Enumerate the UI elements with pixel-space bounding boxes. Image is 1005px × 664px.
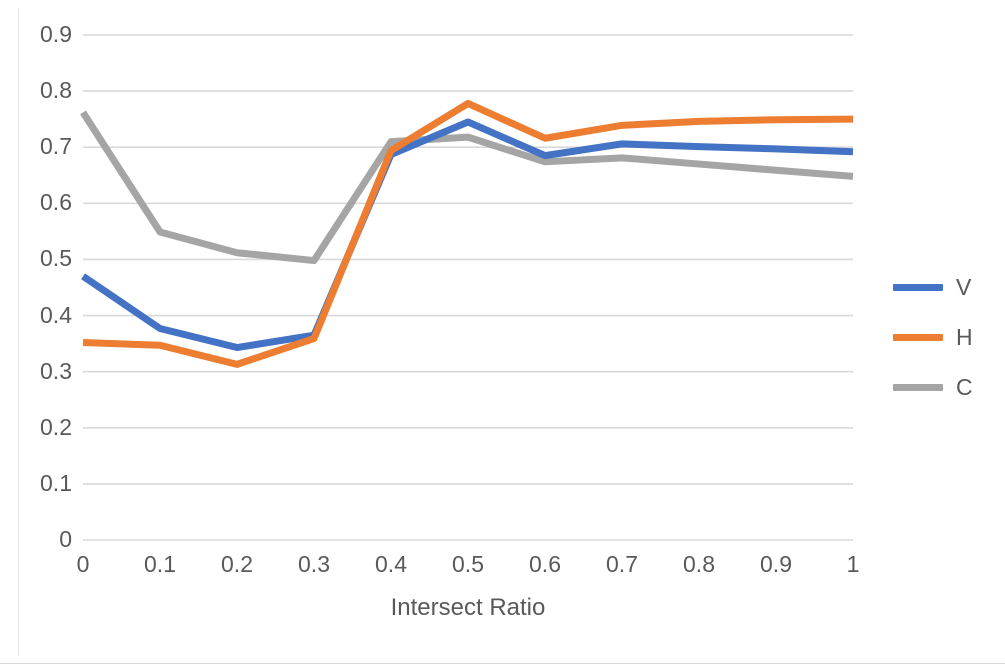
y-tick-label: 0.2 (40, 413, 72, 440)
y-tick-label: 0.1 (40, 469, 72, 496)
y-tick-label: 0.8 (40, 77, 72, 104)
x-tick-label: 1 (846, 551, 860, 577)
y-tick-label: 0.9 (40, 21, 72, 47)
x-axis-tick-labels: 0 0.1 0.2 0.3 0.4 0.5 0.6 0.7 0.8 0.9 1 (0, 551, 1005, 581)
plot-area (80, 34, 854, 541)
legend-label: V (956, 273, 972, 300)
legend-item-c[interactable]: C (893, 362, 998, 412)
legend-item-v[interactable]: V (893, 262, 998, 312)
x-tick-label: 0 (76, 551, 90, 577)
x-tick-label: 0.6 (529, 551, 561, 577)
chart-frame-left-border (18, 8, 19, 656)
legend-item-h[interactable]: H (893, 312, 998, 362)
y-tick-label: 0.4 (40, 301, 72, 328)
plot-svg (80, 34, 854, 541)
y-tick-label: 0.7 (40, 133, 72, 160)
x-tick-label: 0.3 (298, 551, 330, 577)
legend-label: H (956, 323, 973, 350)
x-tick-label: 0.2 (221, 551, 253, 577)
legend-swatch-v (893, 283, 943, 291)
y-tick-label: 0.6 (40, 189, 72, 216)
legend-swatch-h (893, 333, 943, 341)
legend-swatch-c (893, 383, 943, 391)
x-tick-label: 0.5 (452, 551, 484, 577)
x-axis-title: Intersect Ratio (390, 594, 546, 621)
legend-label: C (956, 373, 973, 400)
x-tick-label: 0.9 (760, 551, 792, 577)
y-tick-label: 0.5 (40, 245, 72, 272)
y-tick-label: 0.3 (40, 357, 72, 384)
series-line-h (82, 99, 854, 368)
series-line-c (80, 110, 854, 265)
series-line-v (81, 118, 854, 352)
x-tick-label: 0.1 (144, 551, 176, 577)
y-axis-tick-labels: 0 0.1 0.2 0.3 0.4 0.5 0.6 0.7 0.8 0.9 (0, 0, 83, 560)
x-tick-label: 0.7 (606, 551, 638, 577)
x-tick-label: 0.8 (683, 551, 715, 577)
y-tick-label: 0 (59, 526, 72, 552)
x-tick-label: 0.4 (375, 551, 407, 577)
